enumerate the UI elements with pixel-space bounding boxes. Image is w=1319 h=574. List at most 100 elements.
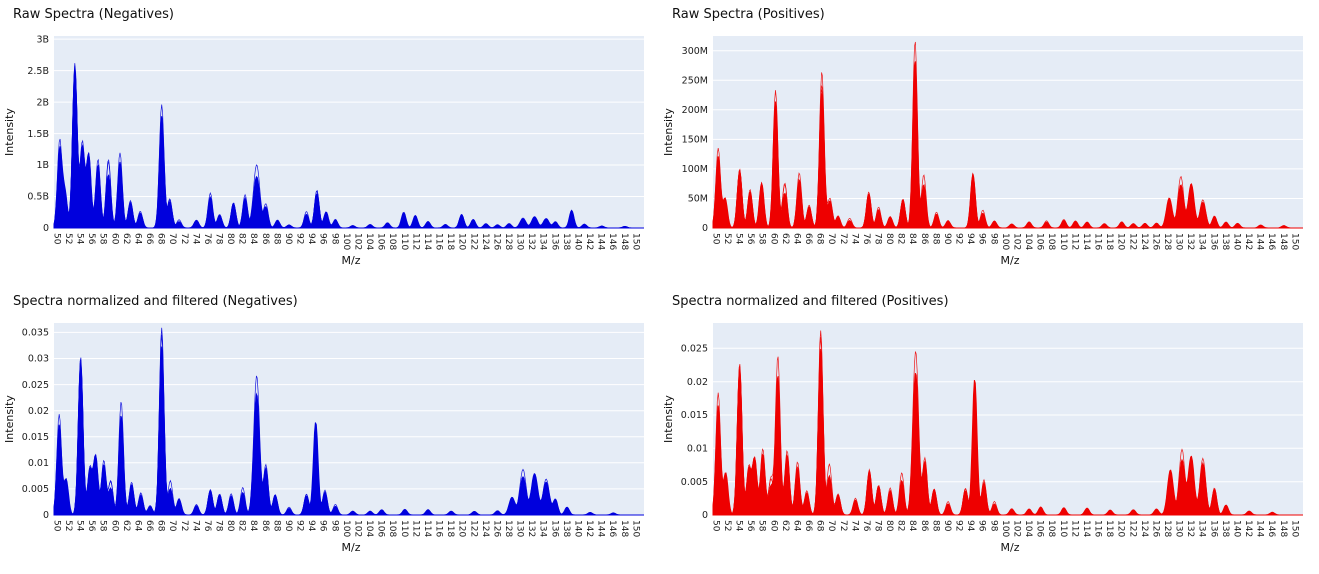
- chart-title: Raw Spectra (Positives): [672, 7, 825, 22]
- svg-text:108: 108: [1046, 520, 1056, 537]
- svg-text:144: 144: [596, 233, 606, 250]
- svg-text:132: 132: [1185, 233, 1195, 250]
- svg-text:112: 112: [410, 520, 420, 537]
- svg-text:124: 124: [480, 520, 490, 537]
- y-gridlines: [54, 331, 644, 516]
- svg-text:130: 130: [515, 520, 525, 537]
- svg-text:138: 138: [561, 233, 571, 250]
- svg-text:50: 50: [710, 520, 720, 532]
- panel-raw-spectra-positives: Raw Spectra (Positives) Intensity 0 50M 10…: [659, 0, 1319, 287]
- svg-text:80: 80: [225, 520, 235, 532]
- svg-text:102: 102: [353, 233, 363, 250]
- svg-text:108: 108: [1046, 233, 1056, 250]
- y-axis-tick-labels: 0 0.005 0.01 0.015 0.02 0.025 0.03 0.035: [22, 328, 49, 522]
- svg-text:94: 94: [306, 233, 316, 245]
- svg-text:150: 150: [1289, 233, 1299, 250]
- svg-text:54: 54: [75, 233, 85, 245]
- svg-text:60: 60: [768, 520, 778, 532]
- svg-text:86: 86: [919, 520, 929, 532]
- svg-text:106: 106: [1035, 520, 1045, 537]
- svg-text:56: 56: [86, 520, 96, 532]
- svg-text:58: 58: [757, 520, 767, 532]
- svg-text:68: 68: [156, 520, 166, 532]
- svg-text:66: 66: [803, 233, 813, 245]
- svg-text:1.5B: 1.5B: [27, 129, 49, 140]
- svg-text:140: 140: [1232, 233, 1242, 250]
- svg-text:134: 134: [538, 233, 548, 250]
- svg-text:70: 70: [167, 520, 177, 532]
- svg-text:82: 82: [237, 520, 247, 531]
- svg-text:104: 104: [1023, 233, 1033, 250]
- svg-text:106: 106: [376, 233, 386, 250]
- svg-text:0.025: 0.025: [22, 380, 49, 391]
- svg-text:64: 64: [132, 233, 142, 245]
- svg-text:76: 76: [202, 233, 212, 245]
- svg-text:0.015: 0.015: [22, 432, 49, 443]
- svg-text:0: 0: [43, 223, 49, 234]
- svg-text:62: 62: [121, 520, 131, 531]
- svg-text:120: 120: [1116, 233, 1126, 250]
- svg-text:110: 110: [399, 520, 409, 537]
- svg-text:84: 84: [248, 233, 258, 245]
- svg-text:122: 122: [1127, 233, 1137, 250]
- svg-text:72: 72: [838, 233, 848, 244]
- svg-text:88: 88: [930, 233, 940, 245]
- svg-text:124: 124: [1139, 233, 1149, 250]
- svg-text:142: 142: [1243, 520, 1253, 537]
- svg-text:82: 82: [896, 233, 906, 244]
- svg-text:78: 78: [214, 520, 224, 532]
- svg-text:148: 148: [619, 233, 629, 250]
- svg-text:104: 104: [364, 233, 374, 250]
- svg-text:130: 130: [1174, 233, 1184, 250]
- svg-text:118: 118: [445, 520, 455, 537]
- svg-text:134: 134: [1197, 233, 1207, 250]
- svg-text:92: 92: [954, 520, 964, 531]
- svg-text:136: 136: [1208, 233, 1218, 250]
- svg-text:124: 124: [1139, 520, 1149, 537]
- svg-text:150M: 150M: [682, 135, 708, 146]
- svg-text:112: 112: [1069, 520, 1079, 537]
- svg-text:92: 92: [954, 233, 964, 244]
- svg-text:74: 74: [849, 520, 859, 532]
- svg-text:250M: 250M: [682, 76, 708, 87]
- svg-text:112: 112: [1069, 233, 1079, 250]
- svg-text:138: 138: [1220, 233, 1230, 250]
- svg-text:110: 110: [1058, 233, 1068, 250]
- svg-text:88: 88: [271, 520, 281, 532]
- svg-text:118: 118: [445, 233, 455, 250]
- svg-text:144: 144: [1255, 233, 1265, 250]
- svg-text:138: 138: [1220, 520, 1230, 537]
- svg-text:148: 148: [1278, 520, 1288, 537]
- svg-text:150: 150: [630, 233, 640, 250]
- panel-raw-spectra-negatives: Raw Spectra (Negatives) Intensity 0 0.5B 1…: [0, 0, 659, 287]
- svg-text:84: 84: [907, 520, 917, 532]
- svg-text:66: 66: [803, 520, 813, 532]
- svg-text:0.005: 0.005: [681, 477, 708, 488]
- svg-text:72: 72: [179, 520, 189, 531]
- svg-text:80: 80: [884, 233, 894, 245]
- svg-text:70: 70: [167, 233, 177, 245]
- svg-text:116: 116: [434, 233, 444, 250]
- svg-text:132: 132: [526, 233, 536, 250]
- svg-text:136: 136: [1208, 520, 1218, 537]
- spectra-traces: [712, 330, 1303, 516]
- svg-text:72: 72: [179, 233, 189, 244]
- svg-text:90: 90: [942, 520, 952, 532]
- svg-text:90: 90: [942, 233, 952, 245]
- svg-text:110: 110: [1058, 520, 1068, 537]
- svg-text:132: 132: [1185, 520, 1195, 537]
- svg-text:84: 84: [248, 520, 258, 532]
- svg-text:112: 112: [410, 233, 420, 250]
- svg-text:300M: 300M: [682, 46, 708, 57]
- svg-text:0.005: 0.005: [22, 484, 49, 495]
- svg-text:110: 110: [399, 233, 409, 250]
- svg-text:124: 124: [480, 233, 490, 250]
- svg-text:122: 122: [468, 520, 478, 537]
- svg-text:94: 94: [965, 520, 975, 532]
- svg-text:148: 148: [1278, 233, 1288, 250]
- svg-text:146: 146: [607, 520, 617, 537]
- svg-text:78: 78: [214, 233, 224, 245]
- svg-text:108: 108: [387, 520, 397, 537]
- svg-text:64: 64: [791, 520, 801, 532]
- plot-area: [54, 323, 644, 515]
